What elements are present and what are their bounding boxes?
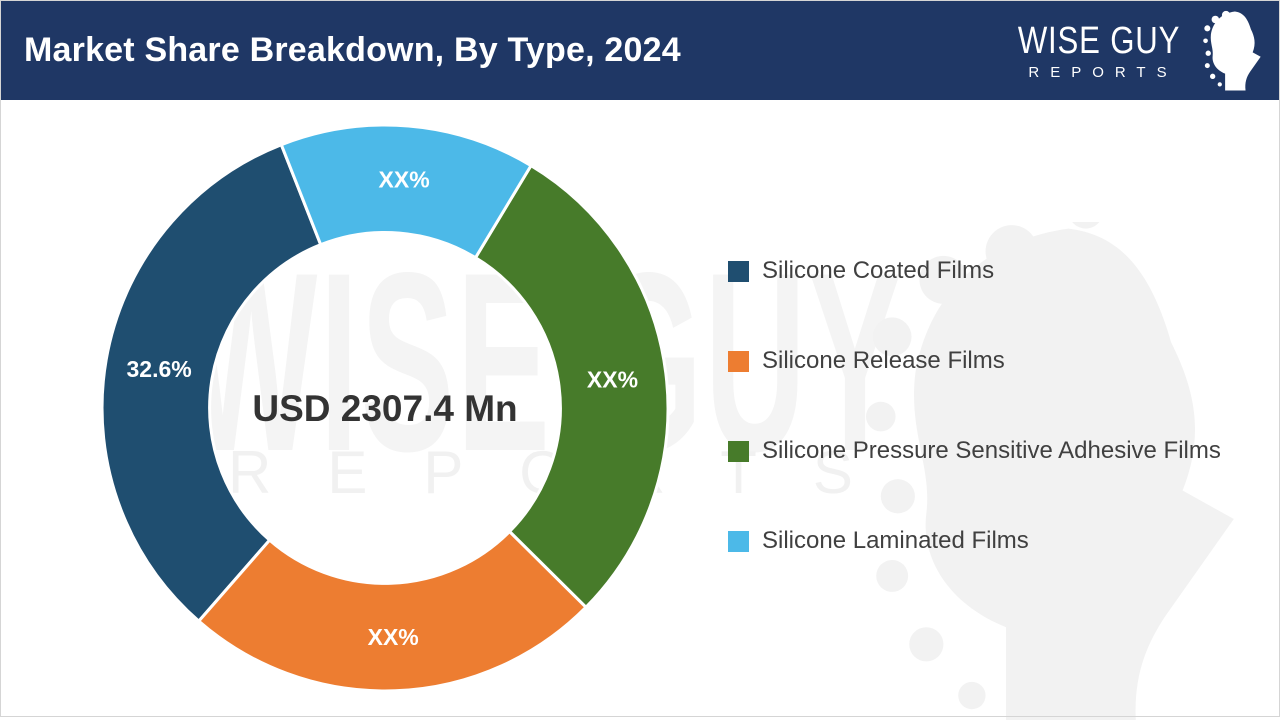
donut-segment-2 [197, 530, 588, 693]
center-value-label: USD 2307.4 Mn [252, 388, 517, 429]
legend-swatch-4 [728, 530, 749, 552]
legend-swatch-3 [728, 440, 749, 462]
legend-label-1: Silicone Coated Films [762, 257, 995, 284]
brand-face-icon [1203, 10, 1261, 91]
legend-swatch-1 [728, 260, 749, 282]
legend-item-3: Silicone Pressure Sensitive Adhesive Fil… [728, 437, 1221, 465]
brand-logo: WISE GUY REPORTS [1000, 8, 1266, 94]
page-title: Market Share Breakdown, By Type, 2024 [24, 30, 681, 69]
donut-segment-3 [474, 164, 670, 609]
legend-item-1: Silicone Coated Films [728, 257, 994, 285]
legend-swatch-2 [728, 350, 749, 372]
donut-segment-1 [100, 143, 323, 623]
segment-value-label-1: 32.6% [126, 356, 191, 382]
donut-segment-4 [279, 123, 533, 260]
legend-label-3: Silicone Pressure Sensitive Adhesive Fil… [762, 437, 1221, 464]
segment-value-label-4: XX% [379, 167, 430, 193]
brand-logo-text: WISE GUY REPORTS [1000, 20, 1198, 81]
segment-value-label-3: XX% [587, 367, 638, 393]
legend-item-4: Silicone Laminated Films [728, 527, 1029, 555]
brand-subtitle: REPORTS [1028, 63, 1178, 81]
legend-label-2: Silicone Release Films [762, 347, 1005, 374]
brand-name: WISE GUY [1017, 20, 1181, 63]
segment-value-label-2: XX% [368, 624, 419, 650]
legend-item-2: Silicone Release Films [728, 347, 1005, 375]
legend-label-4: Silicone Laminated Films [762, 527, 1029, 554]
header-bar: Market Share Breakdown, By Type, 2024 WI… [0, 0, 1280, 100]
